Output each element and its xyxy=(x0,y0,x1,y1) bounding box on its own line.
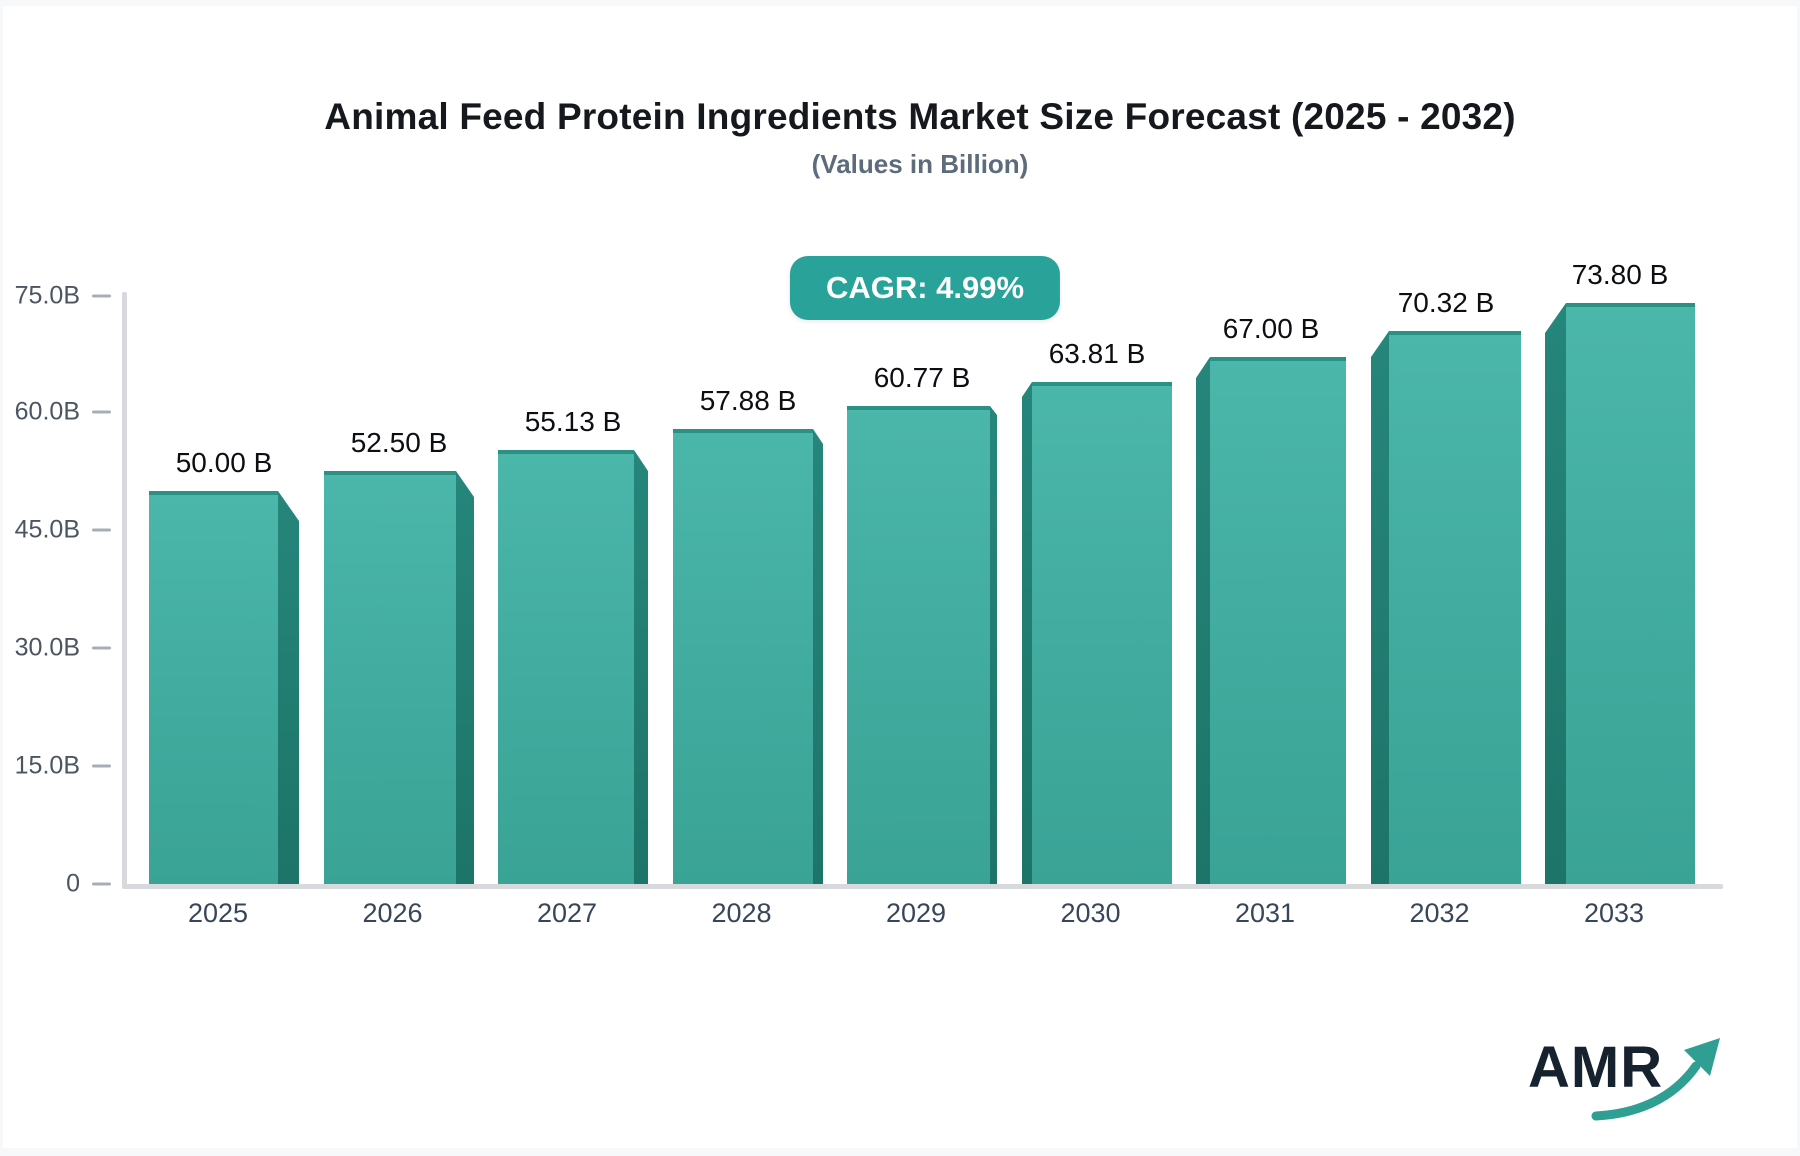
bar-face xyxy=(673,429,813,884)
bar-side-3d xyxy=(634,450,648,884)
y-axis-tick-label: 60.0B xyxy=(14,397,80,426)
bar-value-label: 73.80 B xyxy=(1571,259,1669,290)
page-edge-bottom xyxy=(0,1148,1800,1156)
bar-side-3d xyxy=(1371,331,1389,884)
chart-title: Animal Feed Protein Ingredients Market S… xyxy=(324,96,1516,137)
bar-side-3d xyxy=(813,429,823,884)
x-axis-label-2025: 2025 xyxy=(187,898,249,928)
y-axis-tick-mark xyxy=(92,646,111,650)
bar-side-3d xyxy=(278,491,299,884)
bar-value-label: 55.13 B xyxy=(524,406,622,437)
y-axis-tick-mark xyxy=(92,294,111,298)
bar-value-label: 67.00 B xyxy=(1222,313,1320,344)
x-axis-label-2026: 2026 xyxy=(362,898,423,928)
bar-2032 xyxy=(1371,331,1521,884)
bar-face xyxy=(1566,303,1695,884)
y-axis-tick-label: 30.0B xyxy=(14,633,80,662)
x-axis-line xyxy=(122,884,1723,889)
bar-value-label: 50.00 B xyxy=(175,447,273,478)
bar-side-3d xyxy=(1022,382,1032,884)
bar-2031 xyxy=(1196,357,1346,884)
y-axis-tick-label: 15.0B xyxy=(14,751,80,780)
x-axis-label-2032: 2032 xyxy=(1409,898,1470,928)
x-axis-label-2031: 2031 xyxy=(1234,898,1296,928)
bar-value-label: 63.81 B xyxy=(1048,338,1146,369)
y-axis-tick-label: 45.0B xyxy=(14,515,80,544)
amr-logo-text: AMR xyxy=(1528,1035,1664,1100)
bar-face xyxy=(847,406,990,884)
bar-side-3d xyxy=(1545,303,1566,884)
y-axis-tick-mark xyxy=(92,528,111,532)
bar-side-3d xyxy=(990,406,997,884)
bar-2028 xyxy=(673,429,823,884)
page-edge-left xyxy=(0,0,3,1156)
page-edge-top xyxy=(0,0,1800,6)
y-axis-tick-mark xyxy=(92,410,111,414)
amr-logo: AMR xyxy=(1528,1034,1728,1124)
bar-face xyxy=(324,471,456,884)
y-axis-line xyxy=(122,292,127,886)
x-axis-label-2030: 2030 xyxy=(1060,898,1121,928)
y-axis-tick-mark xyxy=(92,882,111,886)
y-axis-tick-label: 75.0B xyxy=(14,281,80,310)
y-axis-tick-mark xyxy=(92,764,111,768)
bar-value-label: 57.88 B xyxy=(699,385,797,416)
bar-face xyxy=(1389,331,1521,884)
x-axis-label-2028: 2028 xyxy=(711,898,772,928)
bar-value-label: 52.50 B xyxy=(350,427,448,458)
bar-value-label: 70.32 B xyxy=(1397,287,1495,318)
page-edge-right xyxy=(1797,0,1800,1156)
chart-subtitle: (Values in Billion) xyxy=(811,149,1029,179)
bar-2025 xyxy=(149,491,299,884)
bar-value-label: 60.77 B xyxy=(873,362,971,393)
bar-side-3d xyxy=(1196,357,1210,884)
bar-2030 xyxy=(1022,382,1172,884)
bar-face xyxy=(498,450,634,884)
bar-2029 xyxy=(847,406,997,884)
bar-2033 xyxy=(1545,303,1695,884)
bar-side-3d xyxy=(456,471,474,884)
cagr-badge: CAGR: 4.99% xyxy=(789,256,1061,320)
bar-face xyxy=(1210,357,1346,884)
bar-2026 xyxy=(324,471,474,884)
bar-face xyxy=(149,491,278,884)
bar-face xyxy=(1032,382,1172,884)
x-axis-label-2033: 2033 xyxy=(1583,898,1645,928)
bar-2027 xyxy=(498,450,648,884)
y-axis-tick-label: 0 xyxy=(66,869,80,898)
x-axis-label-2029: 2029 xyxy=(885,898,947,928)
x-axis-label-2027: 2027 xyxy=(536,898,598,928)
trend-up-arrow-icon xyxy=(1591,1038,1720,1121)
